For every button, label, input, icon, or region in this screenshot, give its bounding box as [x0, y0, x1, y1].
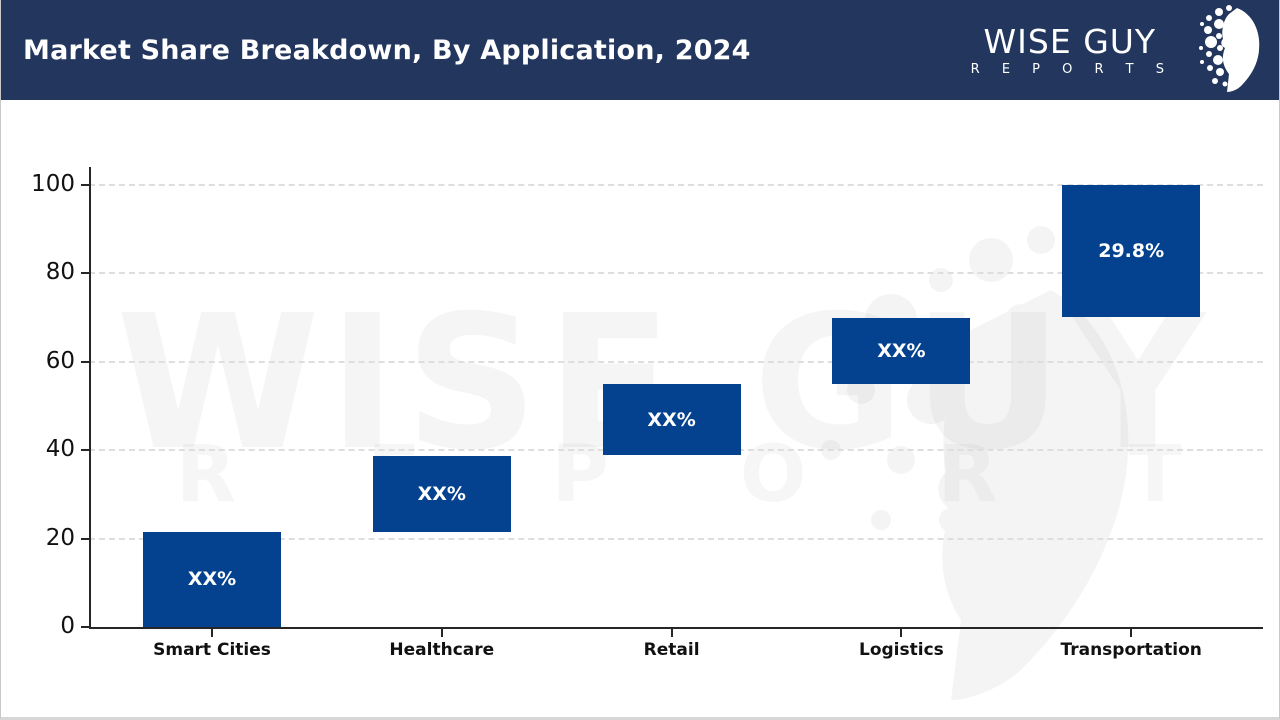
gridline-y-20	[89, 537, 1263, 540]
x-axis	[89, 627, 1263, 629]
x-axis-tick	[211, 629, 213, 637]
y-axis	[89, 167, 91, 629]
category-label: Healthcare	[389, 640, 495, 660]
page-title: Market Share Breakdown, By Application, …	[23, 34, 751, 66]
category-label: Smart Cities	[153, 640, 271, 660]
bar-value-label: XX%	[877, 339, 926, 362]
y-axis-tick	[81, 449, 89, 452]
y-axis-tick	[81, 360, 89, 363]
bar-retail: XX%	[602, 383, 741, 456]
gridline-y-100	[89, 184, 1263, 186]
bar-smart-cities: XX%	[143, 531, 281, 627]
brand-logo-text: WISE GUY R E P O R T S	[967, 25, 1173, 76]
chart-canvas: 0 20 40 60 80 100 XX% Smart Cities XX% Healthcare…	[1, 100, 1279, 717]
y-axis-tick-label: 20	[45, 524, 75, 551]
bar-value-label: 29.8%	[1098, 239, 1165, 262]
bar-transportation: 29.8%	[1062, 185, 1201, 317]
x-axis-tick	[440, 629, 443, 637]
gridline-y-60	[89, 360, 1263, 363]
y-axis-tick-label: 0	[60, 613, 75, 639]
x-axis-tick	[670, 629, 673, 637]
gridline-y-80	[89, 272, 1263, 275]
bar-value-label: XX%	[647, 408, 696, 431]
brand-subtitle: R E P O R T S	[970, 61, 1173, 77]
y-axis-tick	[81, 537, 89, 540]
y-axis-tick-label: 80	[45, 259, 75, 286]
bar-logistics: XX%	[832, 318, 971, 384]
y-axis-tick	[81, 626, 89, 628]
y-axis-tick	[81, 272, 89, 275]
bar-healthcare: XX%	[372, 455, 511, 532]
category-label: Logistics	[859, 640, 944, 660]
category-label: Retail	[643, 640, 700, 660]
y-axis-tick-label: 60	[45, 347, 75, 374]
brand-logo: WISE GUY R E P O R T S	[967, 2, 1263, 98]
x-axis-tick	[1130, 629, 1133, 637]
bar-value-label: XX%	[417, 482, 466, 505]
header-bar: Market Share Breakdown, By Application, …	[1, 0, 1279, 100]
brand-name: WISE GUY	[983, 21, 1157, 61]
y-axis-tick	[81, 184, 89, 186]
x-axis-tick	[900, 629, 903, 637]
bar-value-label: XX%	[187, 568, 237, 591]
brand-face-icon	[1175, 2, 1263, 98]
y-axis-tick-label: 40	[45, 436, 75, 463]
y-axis-tick-label: 100	[31, 171, 75, 197]
category-label: Transportation	[1060, 640, 1202, 660]
